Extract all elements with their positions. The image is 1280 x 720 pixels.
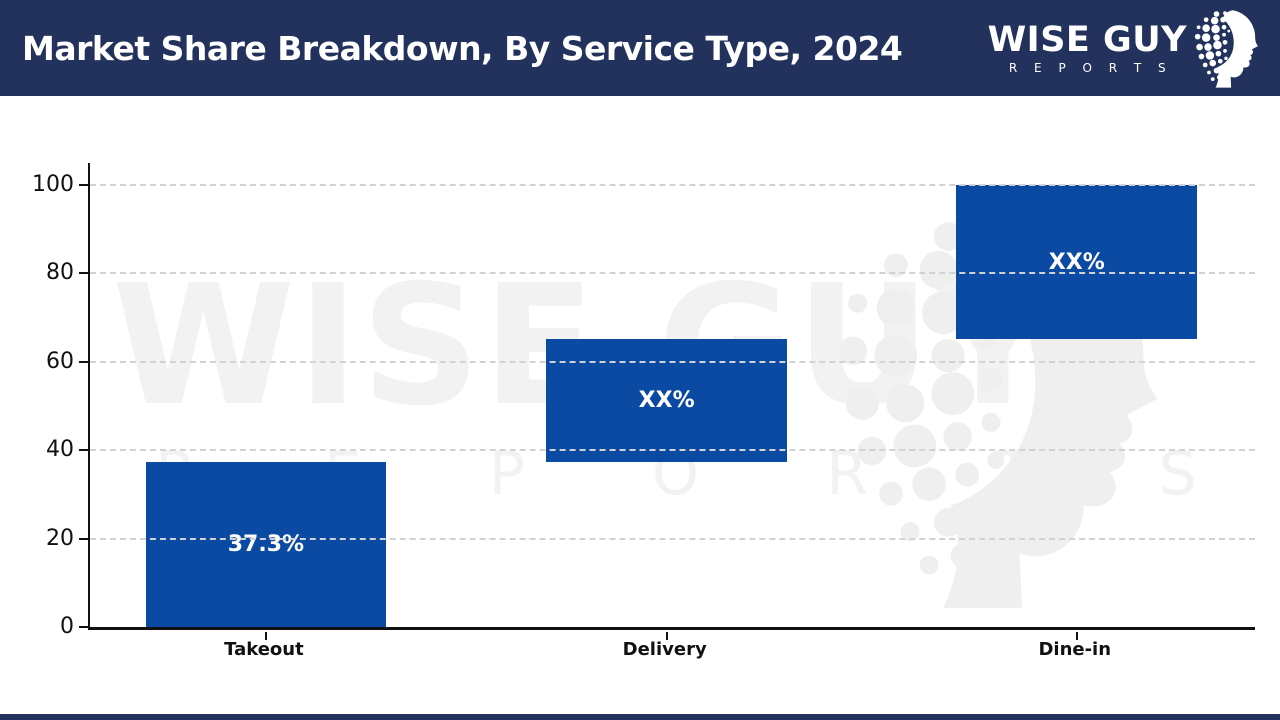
x-axis-labels: Takeout Delivery Dine-in	[88, 630, 1253, 672]
bar-value-label-delivery: XX%	[638, 388, 695, 414]
wiseguy-logo: WISE GUY R E P O R T S	[988, 8, 1258, 88]
x-label-delivery: Delivery	[622, 639, 707, 660]
y-axis-labels: 0 20 40 60 80 100	[0, 163, 74, 638]
wiseguy-face-icon	[1192, 8, 1258, 88]
chart-title: Market Share Breakdown, By Service Type,…	[22, 28, 903, 68]
bar-dine-in: XX%	[956, 185, 1198, 339]
y-tick-label-0: 0	[60, 614, 74, 639]
bar-delivery: XX%	[546, 338, 787, 463]
y-tick-label-100: 100	[32, 172, 74, 198]
y-tick-60	[79, 360, 88, 363]
gridline-60	[90, 360, 1255, 363]
x-label-takeout: Takeout	[224, 639, 304, 660]
x-label-dine-in: Dine-in	[1038, 639, 1112, 660]
x-tick-takeout	[264, 632, 267, 640]
gridline-20	[90, 537, 1255, 540]
y-tick-20	[79, 537, 88, 540]
y-tick-label-60: 60	[46, 348, 74, 374]
y-tick-label-20: 20	[46, 525, 74, 551]
x-tick-dine-in	[1075, 632, 1078, 640]
y-tick-0	[79, 626, 88, 628]
y-tick-40	[79, 449, 88, 452]
x-tick-delivery	[665, 632, 668, 640]
logo-text: WISE GUY R E P O R T S	[987, 19, 1187, 75]
footer-bar	[0, 714, 1280, 720]
bar-value-label-dine-in: XX%	[1048, 249, 1105, 275]
y-tick-100	[79, 184, 88, 187]
bar-value-label-takeout: 37.3%	[227, 532, 305, 558]
gridline-80	[90, 272, 1255, 275]
header: Market Share Breakdown, By Service Type,…	[0, 0, 1280, 96]
gridline-100	[90, 184, 1255, 187]
plot-area: 37.3% XX% XX%	[79, 163, 1255, 640]
gridline-40	[90, 449, 1255, 452]
y-tick-label-40: 40	[46, 437, 74, 463]
logo-tagline: R E P O R T S	[1008, 60, 1173, 75]
y-tick-label-80: 80	[46, 260, 74, 286]
bar-takeout: 37.3%	[145, 462, 387, 627]
logo-name: WISE GUY	[987, 19, 1187, 60]
y-tick-80	[79, 272, 88, 275]
